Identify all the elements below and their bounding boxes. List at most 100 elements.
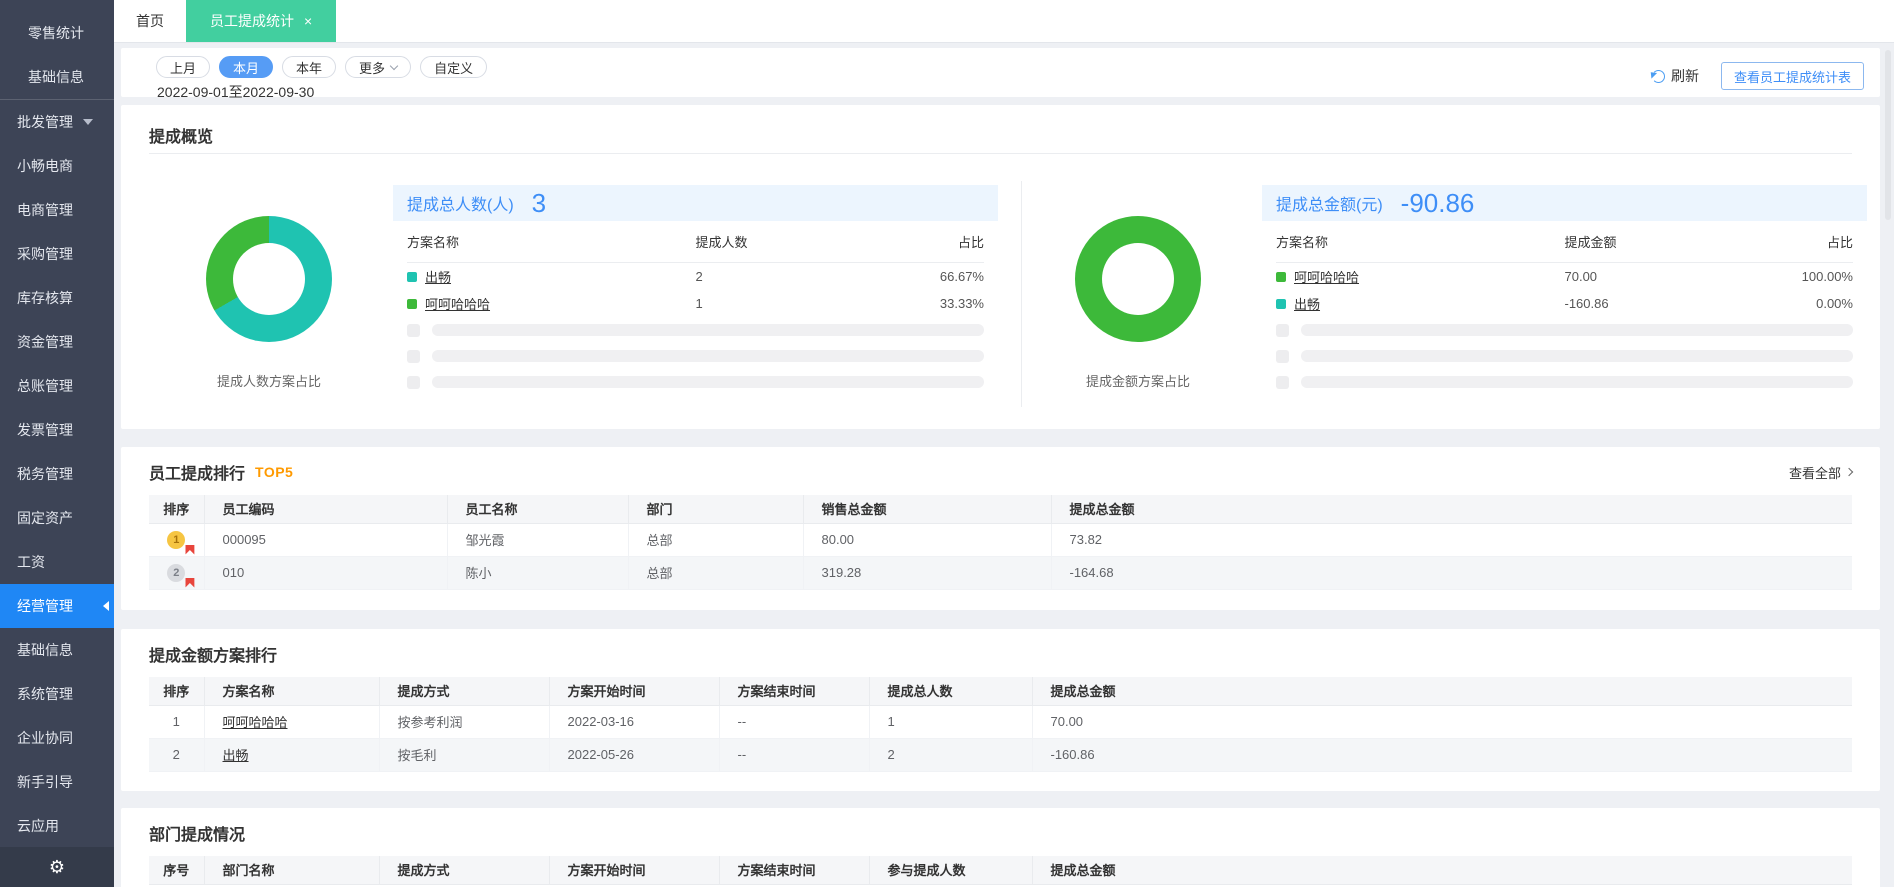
silver-medal-icon: 2 — [149, 563, 204, 588]
cell-total-commission: -164.68 — [1051, 556, 1852, 590]
pill-this-month[interactable]: 本月 — [219, 56, 274, 78]
refresh-label: 刷新 — [1670, 68, 1699, 84]
sidebar-item-tax[interactable]: 税务管理 — [0, 452, 114, 496]
view-report-button[interactable]: 查看员工提成统计表 — [1720, 62, 1864, 90]
sidebar-item-general-ledger[interactable]: 总账管理 — [0, 364, 114, 408]
scheme-link[interactable]: 出畅 — [1294, 297, 1321, 312]
scheme-link[interactable]: 呵呵哈哈哈 — [425, 297, 491, 312]
sidebar-item-payroll[interactable]: 工资 — [0, 540, 114, 584]
sidebar-item-label: 基础信息 — [17, 642, 73, 658]
col-header-total-amount: 提成总金额 — [1032, 677, 1852, 706]
skeleton-swatch — [407, 375, 420, 389]
scheme-link[interactable]: 出畅 — [222, 748, 249, 763]
pill-label: 上月 — [170, 60, 197, 76]
close-icon[interactable]: × — [304, 13, 313, 29]
skeleton-bar — [1301, 324, 1853, 336]
tab-employee-commission-stats[interactable]: 员工提成统计 × — [186, 0, 337, 42]
department-commission-table: 序号 部门名称 提成方式 方案开始时间 方案结束时间 参与提成人数 提成总金额 — [149, 856, 1852, 885]
cell-total-amount: -160.86 — [1032, 738, 1852, 772]
cell-total-sales: 80.00 — [803, 523, 1052, 557]
sidebar-item-invoices[interactable]: 发票管理 — [0, 408, 114, 452]
filter-left: 上月 本月 本年 更多 自定义 2022-09-01至2022-09-30 — [137, 56, 496, 102]
pill-custom[interactable]: 自定义 — [420, 56, 488, 78]
cell-employee-code: 010 — [204, 556, 448, 590]
gold-medal-icon: 1 — [149, 530, 204, 555]
department-commission-header: 部门提成情况 — [149, 822, 1852, 844]
pill-this-year[interactable]: 本年 — [282, 56, 337, 78]
sidebar-item-fixed-assets[interactable]: 固定资产 — [0, 496, 114, 540]
cell-department: 总部 — [628, 523, 804, 557]
sidebar-item-funds[interactable]: 资金管理 — [0, 320, 114, 364]
sidebar-item-retail-stats[interactable]: 零售统计 — [0, 11, 114, 55]
pill-last-month[interactable]: 上月 — [156, 56, 211, 78]
sidebar-item-label: 资金管理 — [17, 334, 73, 350]
col-header-pct: 占比 — [957, 235, 984, 250]
sidebar-item-ecommerce-mgmt[interactable]: 电商管理 — [0, 188, 114, 232]
sidebar-item-basic-info-bottom[interactable]: 基础信息 — [0, 628, 114, 672]
cell-end-date: -- — [719, 705, 870, 739]
cell-end-date: -- — [719, 738, 870, 772]
sidebar-item-business-mgmt[interactable]: 经营管理 — [0, 584, 114, 628]
employee-ranking-card: 员工提成排行 TOP5 查看全部 排序 员工编码 员工名称 部门 销售总金额 提… — [121, 447, 1880, 610]
employee-ranking-table: 排序 员工编码 员工名称 部门 销售总金额 提成总金额 1 000095 邹光霞 — [149, 495, 1852, 590]
panel-divider — [1021, 181, 1022, 407]
skeleton-row — [1276, 343, 1853, 369]
amount-metric-strip: 提成总金额(元) -90.86 — [1262, 185, 1867, 221]
employee-ranking-header: 员工提成排行 TOP5 查看全部 — [149, 461, 1854, 483]
scheme-ranking-table: 排序 方案名称 提成方式 方案开始时间 方案结束时间 提成总人数 提成总金额 1 — [149, 677, 1852, 772]
sidebar-divider — [0, 99, 114, 100]
gear-icon[interactable]: ⚙ — [48, 857, 66, 877]
sidebar-item-beginner-guide[interactable]: 新手引导 — [0, 760, 114, 804]
sidebar-item-purchasing[interactable]: 采购管理 — [0, 232, 114, 276]
tab-label: 首页 — [136, 13, 164, 29]
main-area: 首页 员工提成统计 × 上月 本月 本年 更多 自定义 2022-09-01至2… — [114, 0, 1894, 887]
sidebar-item-xiaochang-ecommerce[interactable]: 小畅电商 — [0, 144, 114, 188]
sidebar-item-enterprise-collab[interactable]: 企业协同 — [0, 716, 114, 760]
pill-label: 本月 — [233, 60, 260, 76]
sidebar-item-label: 发票管理 — [17, 422, 73, 438]
sidebar-item-system-mgmt[interactable]: 系统管理 — [0, 672, 114, 716]
scheme-link[interactable]: 出畅 — [425, 270, 452, 285]
scheme-ranking-header: 提成金额方案排行 — [149, 643, 1852, 665]
sidebar-item-label: 采购管理 — [17, 246, 73, 262]
date-range-text: 2022-09-01至2022-09-30 — [157, 84, 315, 100]
cell-pct: 100.00% — [1801, 269, 1853, 284]
sidebar-item-cloud-apps[interactable]: 云应用 — [0, 804, 114, 847]
cell-method: 按参考利润 — [379, 705, 550, 739]
skeleton-swatch — [1276, 349, 1289, 363]
sidebar-item-label: 零售统计 — [28, 25, 84, 41]
col-header-total-amount: 提成总金额 — [1032, 856, 1852, 885]
caret-down-icon — [83, 119, 93, 125]
view-all-link[interactable]: 查看全部 — [1789, 463, 1854, 482]
sidebar-item-basic-info-top[interactable]: 基础信息 — [0, 55, 114, 99]
refresh-button[interactable]: 刷新 — [1651, 66, 1699, 86]
tab-home[interactable]: 首页 — [114, 0, 186, 42]
sidebar-item-label: 固定资产 — [17, 510, 73, 526]
cell-total-sales: 319.28 — [803, 556, 1052, 590]
table-header-row: 序号 部门名称 提成方式 方案开始时间 方案结束时间 参与提成人数 提成总金额 — [149, 856, 1852, 885]
amount-scheme-table: 方案名称 提成金额 占比 呵呵哈哈哈 70.00 100.00% 出畅 -160… — [1276, 221, 1853, 395]
pill-more[interactable]: 更多 — [345, 56, 412, 78]
scheme-link[interactable]: 呵呵哈哈哈 — [1294, 270, 1360, 285]
people-donut-caption: 提成人数方案占比 — [216, 374, 321, 389]
table-row: 1 000095 邹光霞 总部 80.00 73.82 — [149, 523, 1852, 557]
top5-badge: TOP5 — [255, 464, 294, 480]
sidebar: 零售统计 基础信息 批发管理 小畅电商 电商管理 采购管理 库存核算 资金管理 … — [0, 0, 114, 887]
employee-ranking-title: 员工提成排行 — [149, 466, 246, 483]
cell-method: 按毛利 — [379, 738, 550, 772]
department-commission-title: 部门提成情况 — [149, 827, 246, 844]
sidebar-item-wholesale[interactable]: 批发管理 — [0, 100, 114, 144]
vertical-scrollbar[interactable] — [1885, 50, 1891, 220]
col-header-scheme-name: 方案名称 — [407, 235, 460, 250]
table-row: 1 呵呵哈哈哈 按参考利润 2022-03-16 -- 1 70.00 — [149, 705, 1852, 739]
table-header-row: 方案名称 提成金额 占比 — [1276, 221, 1853, 263]
col-header-total-people: 提成总人数 — [869, 677, 1033, 706]
sidebar-item-inventory[interactable]: 库存核算 — [0, 276, 114, 320]
sidebar-item-label: 经营管理 — [17, 598, 73, 614]
chevron-down-icon — [389, 61, 399, 70]
sidebar-item-label: 总账管理 — [17, 378, 73, 394]
scheme-link[interactable]: 呵呵哈哈哈 — [222, 715, 288, 730]
sidebar-item-label: 库存核算 — [17, 290, 73, 306]
sidebar-item-label: 电商管理 — [17, 202, 73, 218]
people-metric-value: 3 — [531, 187, 547, 218]
